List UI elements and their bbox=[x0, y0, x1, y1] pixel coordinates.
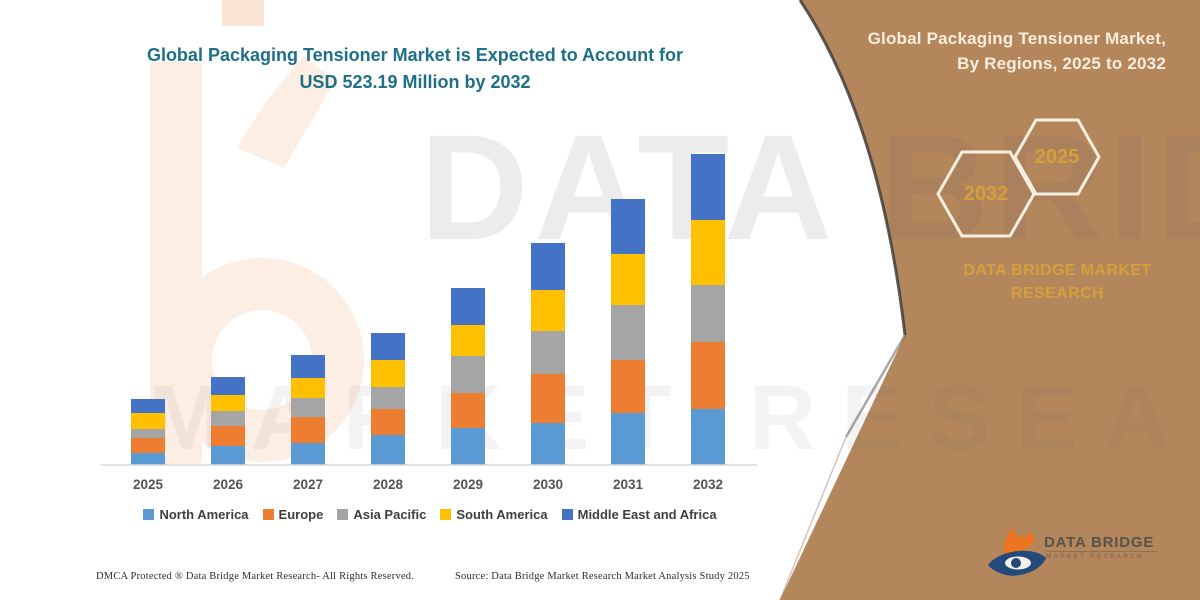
brand-text: DATA BRIDGE MARKET RESEARCH bbox=[930, 259, 1185, 305]
panel-heading: Global Packaging Tensioner Market, By Re… bbox=[821, 26, 1166, 76]
x-axis-label-2031: 2031 bbox=[612, 477, 644, 492]
legend-item-europe: Europe bbox=[262, 507, 324, 522]
brand-line1: DATA BRIDGE MARKET bbox=[963, 262, 1152, 279]
x-axis-label-2026: 2026 bbox=[212, 477, 244, 492]
chart-title-line2: USD 523.19 Million by 2032 bbox=[299, 72, 531, 92]
chart-title-line1: Global Packaging Tensioner Market is Exp… bbox=[146, 45, 684, 65]
footer-dmca: DMCA Protected ® Data Bridge Market Rese… bbox=[96, 571, 415, 582]
x-axis-label-2028: 2028 bbox=[372, 477, 404, 492]
legend-item-middle-east-and-africa: Middle East and Africa bbox=[561, 507, 717, 522]
legend-swatch-south-america bbox=[440, 509, 452, 520]
legend-label-south-america: South America bbox=[456, 507, 548, 522]
legend-swatch-north-america bbox=[143, 509, 155, 520]
footer-source: Source: Data Bridge Market Research Mark… bbox=[455, 571, 750, 582]
logo-divider-line bbox=[1046, 551, 1158, 552]
watermark-text-row1: DATA BRIDGE bbox=[420, 103, 1200, 271]
bar-segment-2032-asia-pacific bbox=[691, 285, 725, 342]
hexagon-2025-label: 2025 bbox=[1034, 146, 1080, 168]
x-axis-label-2029: 2029 bbox=[452, 477, 484, 492]
panel-heading-line2: By Regions, 2025 to 2032 bbox=[957, 54, 1166, 73]
watermark-text-row2: MARKET RESEARCH bbox=[148, 367, 1200, 469]
legend-item-north-america: North America bbox=[143, 507, 249, 522]
logo-subtitle-text: MARKET RESEARCH bbox=[1046, 553, 1144, 560]
bar-segment-2029-middle-east-and-africa bbox=[451, 288, 485, 325]
x-axis-label-2030: 2030 bbox=[532, 477, 564, 492]
chart-title: Global Packaging Tensioner Market is Exp… bbox=[110, 42, 720, 96]
logo-flame-icon bbox=[1003, 527, 1034, 562]
panel-heading-line1: Global Packaging Tensioner Market, bbox=[867, 29, 1166, 48]
hexagon-2032-label: 2032 bbox=[963, 183, 1009, 205]
logo-swoosh-eye bbox=[1005, 556, 1031, 570]
legend-label-north-america: North America bbox=[159, 507, 249, 522]
bar-segment-2029-south-america bbox=[451, 325, 485, 356]
brand-line2: RESEARCH bbox=[1011, 285, 1104, 302]
legend: North America Europe Asia Pacific South Ame… bbox=[40, 507, 820, 522]
legend-swatch-asia-pacific bbox=[337, 509, 349, 520]
logo-swoosh-pupil bbox=[1011, 558, 1021, 568]
bar-segment-2028-middle-east-and-africa bbox=[371, 333, 405, 360]
legend-swatch-europe bbox=[262, 509, 274, 520]
legend-item-asia-pacific: Asia Pacific bbox=[337, 507, 426, 522]
bar-segment-2031-asia-pacific bbox=[611, 305, 645, 360]
bar-segment-2030-south-america bbox=[531, 290, 565, 331]
watermark-b-block-shape bbox=[222, 0, 264, 26]
legend-label-asia-pacific: Asia Pacific bbox=[353, 507, 427, 522]
logo-swoosh-icon bbox=[988, 550, 1046, 576]
legend-item-south-america: South America bbox=[440, 507, 548, 522]
legend-swatch-middle-east-and-africa bbox=[561, 509, 573, 520]
x-axis-label-2027: 2027 bbox=[292, 477, 324, 492]
legend-label-middle-east-and-africa: Middle East and Africa bbox=[577, 507, 717, 522]
legend-label-europe: Europe bbox=[278, 507, 324, 522]
x-axis-label-2025: 2025 bbox=[132, 477, 164, 492]
x-axis-label-2032: 2032 bbox=[692, 477, 724, 492]
logo-name-text: DATA BRIDGE bbox=[1044, 534, 1155, 551]
